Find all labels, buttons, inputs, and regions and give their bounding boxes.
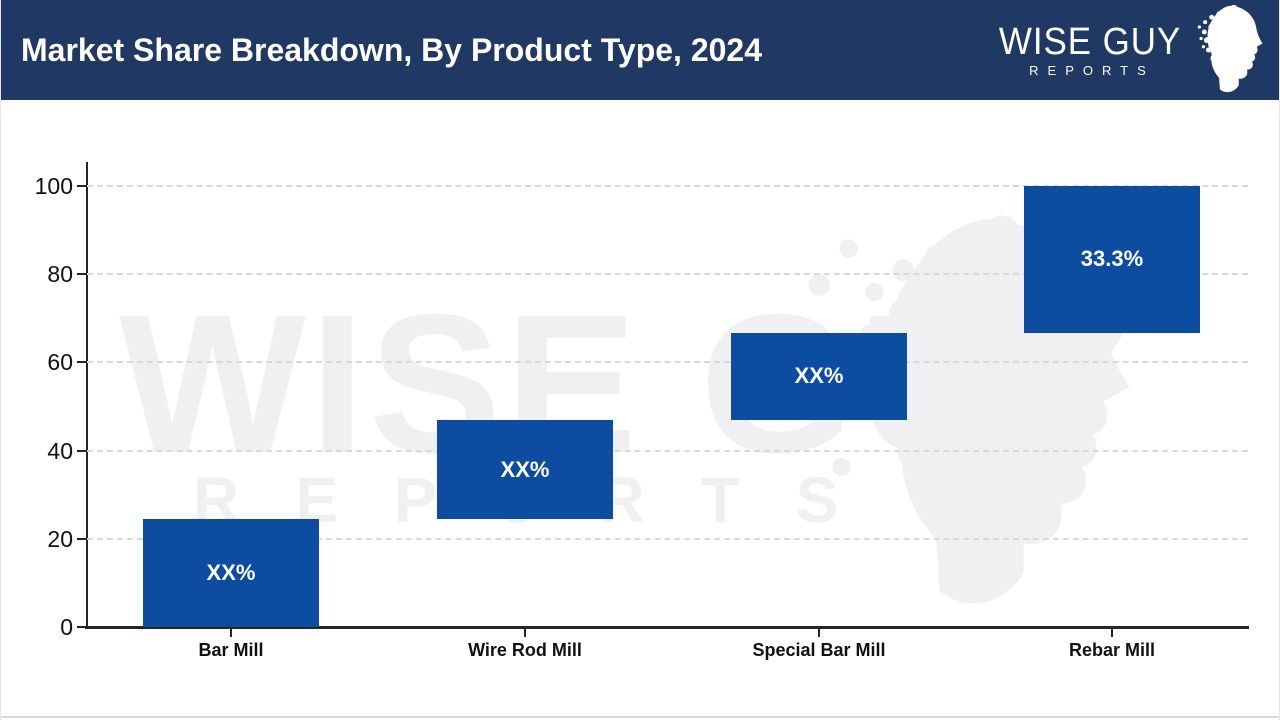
y-tick-mark bbox=[77, 626, 86, 628]
logo-wordmark: WISE GUY bbox=[998, 20, 1182, 63]
y-tick-label: 60 bbox=[47, 349, 73, 376]
bar-segment: XX% bbox=[731, 332, 907, 420]
y-gridline bbox=[87, 185, 1248, 187]
y-tick-mark bbox=[77, 185, 86, 187]
logo-text: WISE GUY REPORTS bbox=[991, 23, 1189, 78]
x-category-label: Rebar Mill bbox=[1068, 640, 1156, 660]
header: Market Share Breakdown, By Product Type,… bbox=[1, 0, 1279, 100]
y-tick-label: 100 bbox=[34, 173, 73, 199]
x-tick-mark bbox=[524, 629, 526, 637]
bottom-border bbox=[1, 716, 1279, 718]
x-tick-mark bbox=[230, 629, 232, 637]
y-gridline bbox=[87, 273, 1248, 276]
bar-segment: XX% bbox=[437, 419, 613, 520]
x-category-label: Special Bar Mill bbox=[752, 640, 886, 660]
wiseguy-face-icon bbox=[1197, 4, 1263, 93]
y-tick-mark bbox=[77, 537, 86, 540]
y-tick-mark bbox=[77, 449, 86, 452]
y-axis-line bbox=[86, 162, 88, 629]
y-tick-label: 20 bbox=[47, 525, 73, 552]
y-tick-label: 80 bbox=[47, 261, 73, 288]
chart-title: Market Share Breakdown, By Product Type,… bbox=[21, 31, 762, 68]
bar-value-label: XX% bbox=[794, 363, 844, 389]
y-tick-mark bbox=[77, 273, 86, 276]
bar-value-label: XX% bbox=[206, 560, 256, 586]
x-tick-mark bbox=[818, 629, 820, 637]
y-tick-label: 40 bbox=[47, 437, 73, 464]
x-axis-line bbox=[85, 626, 1249, 629]
y-tick-label: 0 bbox=[60, 614, 73, 640]
bar-segment: 33.3% bbox=[1024, 186, 1200, 333]
bar-segment: XX% bbox=[143, 519, 319, 627]
x-category-label: Wire Rod Mill bbox=[468, 640, 582, 660]
wiseguy-logo: WISE GUY REPORTS bbox=[991, 4, 1265, 96]
logo-subtitle: REPORTS bbox=[1029, 62, 1155, 78]
bar-value-label: XX% bbox=[500, 456, 550, 482]
x-category-label: Bar Mill bbox=[198, 640, 264, 660]
y-gridline bbox=[87, 537, 1248, 540]
y-tick-mark bbox=[77, 361, 86, 364]
y-gridline bbox=[87, 361, 1248, 364]
y-gridline bbox=[87, 449, 1248, 452]
x-tick-mark bbox=[1111, 629, 1113, 637]
bar-value-label: 33.3% bbox=[1080, 246, 1144, 272]
